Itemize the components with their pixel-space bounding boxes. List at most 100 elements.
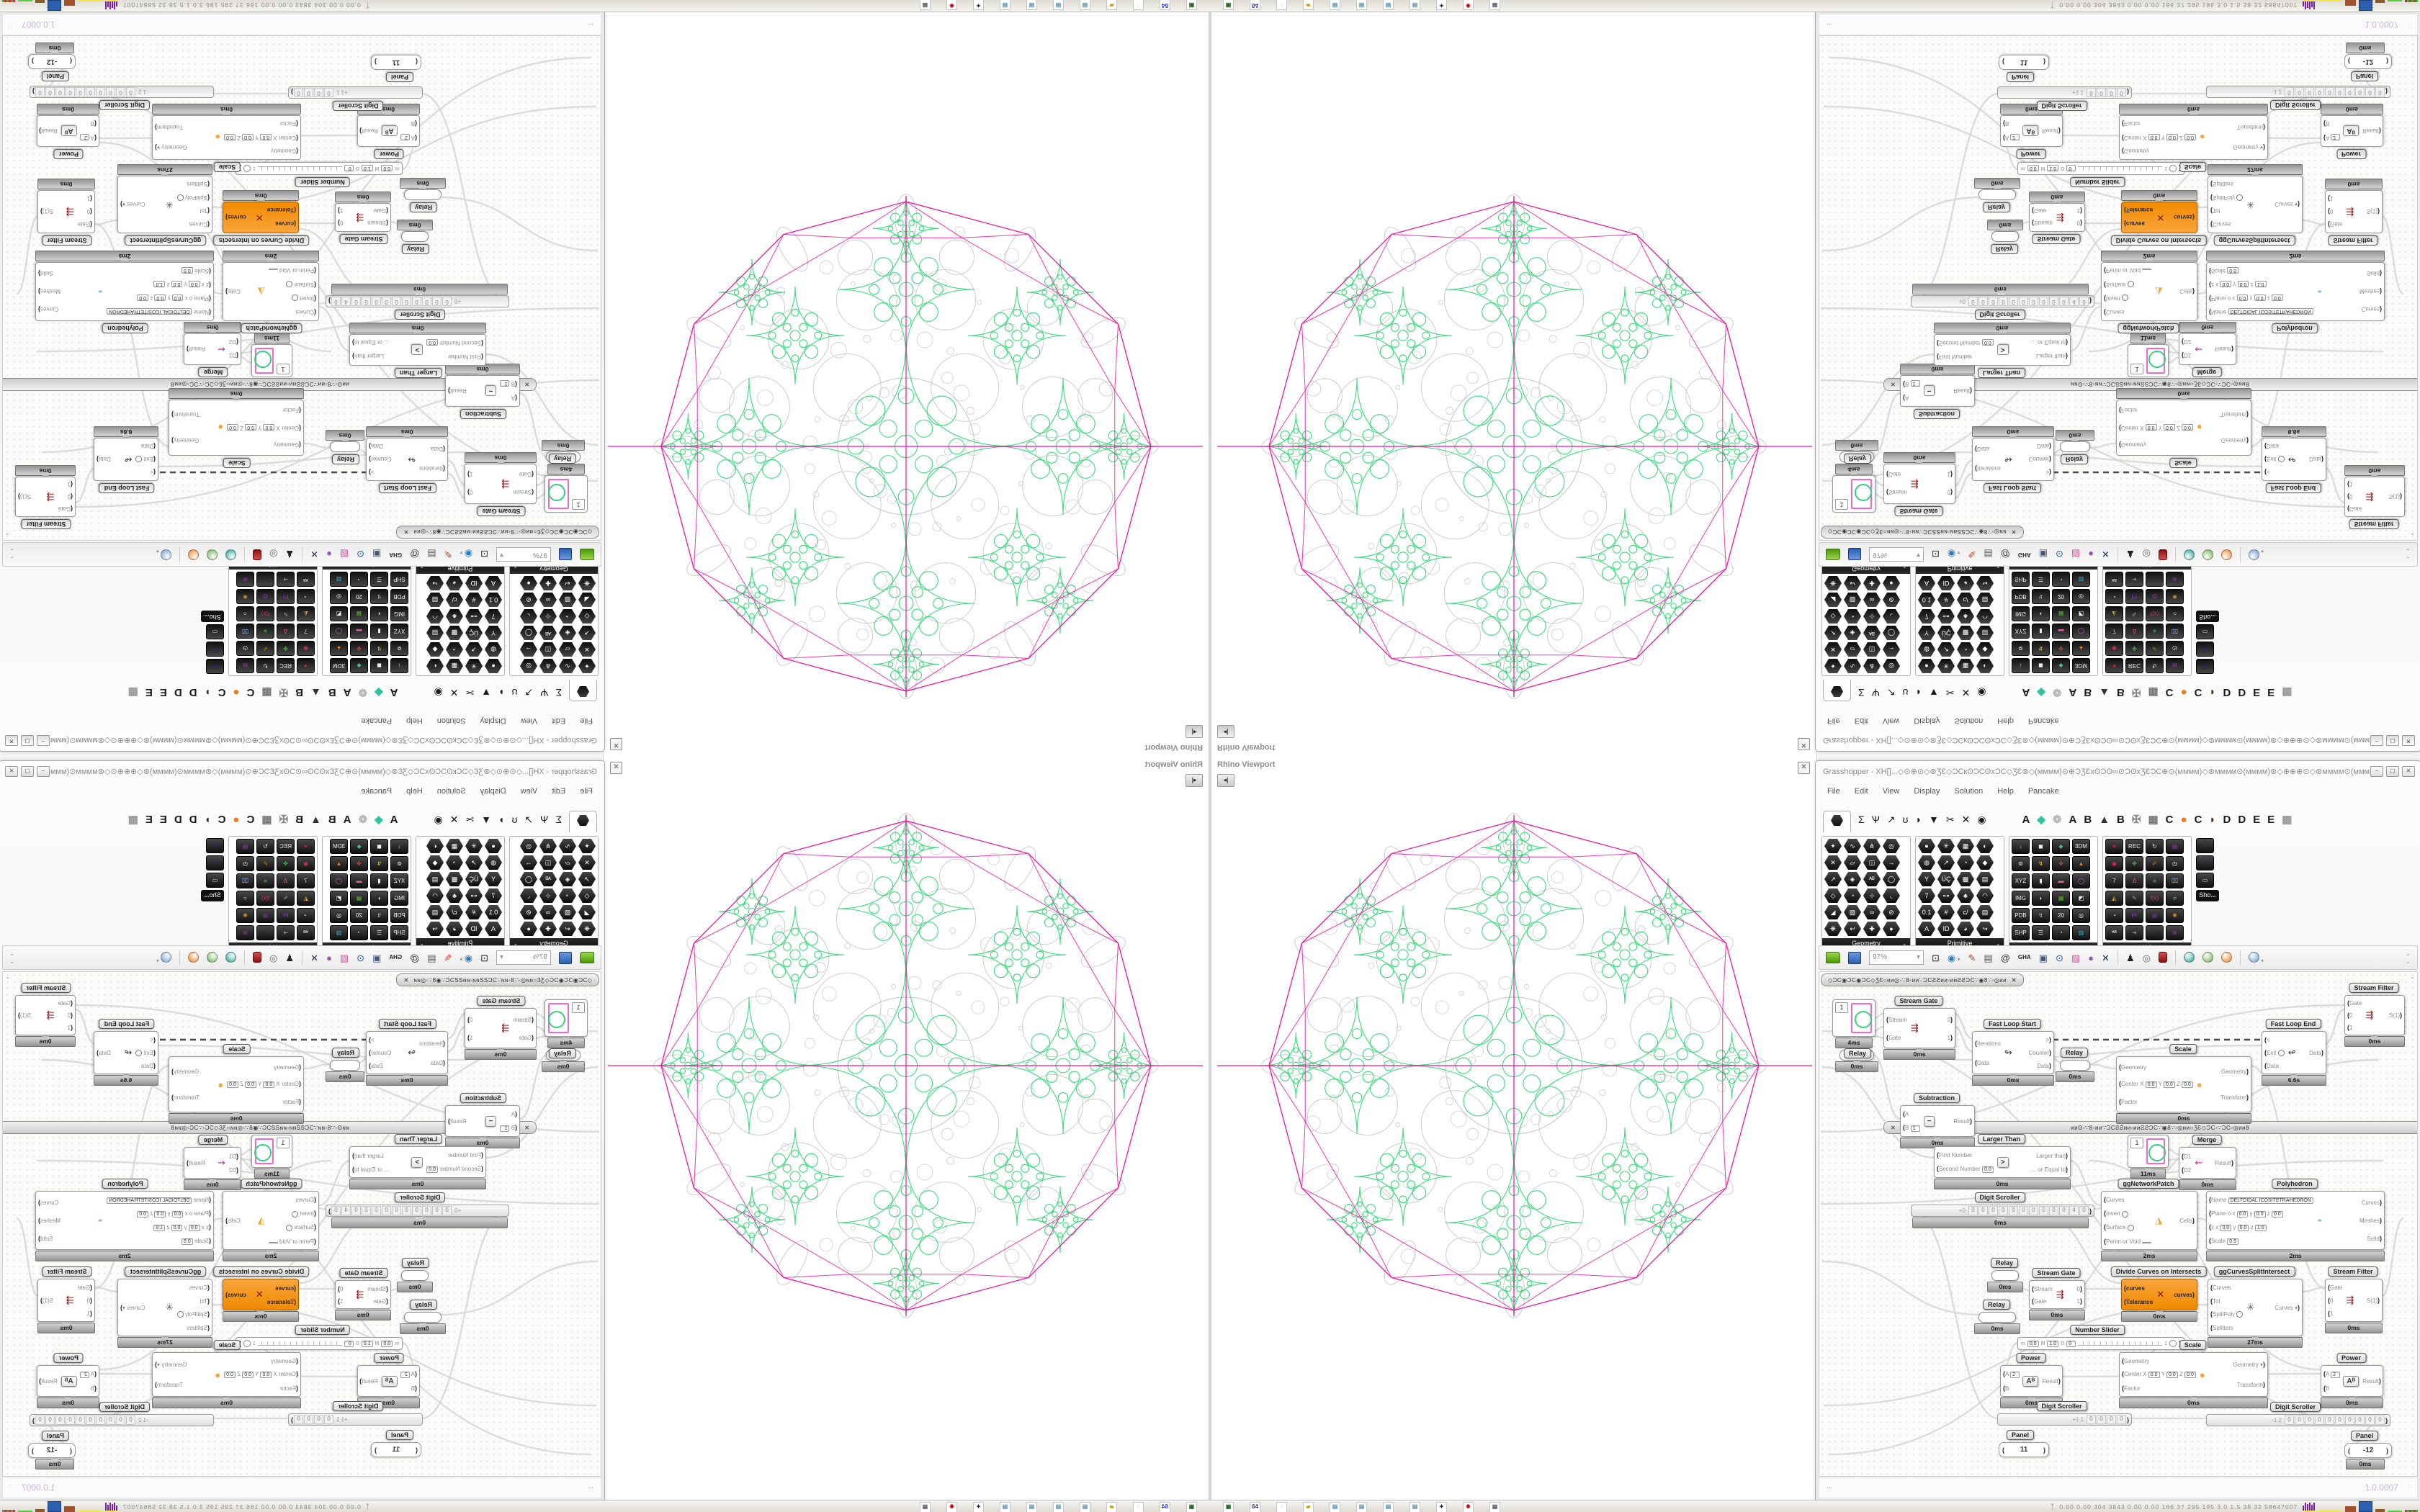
- bulb-icon[interactable]: ●: [2088, 952, 2094, 963]
- component-icon[interactable]: ●: [1918, 839, 1935, 853]
- package-icon[interactable]: ▨: [339, 952, 349, 963]
- grasshopper-window[interactable]: Grasshopper - XH[]...◇⊙⊕⊙◇⊛ƷƐ◇ƆϹкʘƆϹʘхƆϹ…: [0, 760, 605, 1502]
- pen-icon[interactable]: ✎: [444, 952, 452, 963]
- relay-4[interactable]: [1978, 1312, 2016, 1323]
- menu-display[interactable]: Display: [480, 787, 506, 796]
- component-icon[interactable]: ⊶: [465, 888, 483, 903]
- file-tab[interactable]: ◇ƆϹ◉ƆϹ◉ƆϹ◇ƷƐ○ии◎◦∵8◦ии∵ƆϹƧƧии◦ииƧƧƆϹ∵◉8∵…: [396, 526, 599, 539]
- panel-minus12[interactable]: (-12): [2344, 1443, 2392, 1458]
- ghost-icon[interactable]: ○: [1276, 1502, 1287, 1512]
- menu-view[interactable]: View: [520, 787, 538, 796]
- component-icon[interactable]: ♥: [297, 839, 315, 854]
- plugin-tab-16[interactable]: E: [2267, 813, 2275, 826]
- component-icon[interactable]: ◔: [1957, 855, 1974, 870]
- floppy-64-icon[interactable]: 64: [1160, 0, 1170, 10]
- stream-gate-1[interactable]: (Stream (Gate ⇶ 0) 1): [1883, 464, 1955, 504]
- component-icon[interactable]: ◆: [350, 839, 368, 854]
- component-icon[interactable]: ◆: [426, 642, 444, 657]
- file-tab[interactable]: ◇ƆϹ◉ƆϹ◉ƆϹ◇ƷƐ○ии◎◦∵8◦ии∵ƆϹƧƧии◦ииƧƧƆϹ∵◉8∵…: [1821, 973, 2024, 986]
- stream-filter-1[interactable]: (Gate (0 (1 ⇶ S(1)): [15, 477, 76, 517]
- component-icon[interactable]: ▱: [559, 642, 576, 657]
- badge-icon[interactable]: ✹: [1463, 1502, 1474, 1512]
- component-icon[interactable]: ◍: [2146, 589, 2164, 604]
- close-button[interactable]: ✕: [5, 766, 18, 777]
- component-icon[interactable]: ✐: [2146, 856, 2164, 871]
- polyhedron[interactable]: (Name DELTOIDAL ICOSITETRAHEDRON (Plane o…: [2206, 262, 2385, 321]
- tab-sets[interactable]: Ѱ: [540, 687, 549, 698]
- maximize-button[interactable]: ▢: [2386, 735, 2399, 746]
- component-icon[interactable]: Y: [1918, 872, 1935, 886]
- menu-solution[interactable]: Solution: [1954, 716, 1984, 725]
- fast-loop-start[interactable]: (Iterations (Data ↬ >) Counter) Data): [366, 438, 448, 481]
- component-icon[interactable]: ✐: [256, 856, 274, 871]
- component-icon[interactable]: f(x): [2146, 891, 2164, 906]
- component-icon[interactable]: ⊘: [520, 905, 537, 919]
- component-icon[interactable]: ✦: [1824, 659, 1842, 673]
- plugin-tab-5[interactable]: ▲: [2099, 813, 2110, 826]
- digit-scroller-3[interactable]: -1 2 0 0 0 0 0 0 0 0 0 0): [30, 1414, 214, 1426]
- component-icon[interactable]: ◈: [1844, 626, 1861, 640]
- panel-minus12[interactable]: (-12): [28, 1443, 76, 1458]
- component-icon[interactable]: Pr: [2125, 908, 2143, 923]
- slider-track[interactable]: [257, 1341, 342, 1346]
- plugin-tab-17[interactable]: ▩: [127, 814, 138, 826]
- notepad-icon-1[interactable]: ▤: [1330, 1502, 1340, 1512]
- component-icon[interactable]: ↗: [465, 855, 483, 870]
- barrel-icon[interactable]: [253, 951, 262, 964]
- gha-icon[interactable]: GHA: [389, 552, 403, 558]
- component-icon[interactable]: 7: [485, 888, 502, 903]
- notepad-icon-3[interactable]: ▤: [1383, 0, 1394, 10]
- zoom-extents-icon[interactable]: ⊡: [480, 952, 488, 963]
- notepad-icon-3[interactable]: ▤: [1026, 0, 1037, 10]
- component-icon[interactable]: ↓: [390, 839, 408, 854]
- component-icon[interactable]: ∿: [559, 839, 576, 853]
- component-icon[interactable]: ᴬᴮ: [2105, 925, 2123, 940]
- component-icon[interactable]: ⊚: [2012, 641, 2030, 656]
- tab-surface[interactable]: ◗: [1915, 814, 1922, 825]
- at-icon[interactable]: @: [410, 549, 420, 560]
- component-icon[interactable]: ∞: [539, 905, 557, 919]
- component-icon[interactable]: ▱: [559, 855, 576, 870]
- panel-preview-2[interactable]: 1: [2128, 1135, 2169, 1168]
- component-icon[interactable]: ♣: [1957, 888, 1974, 903]
- component-icon[interactable]: ☰: [2032, 572, 2050, 587]
- blob-blue-icon[interactable]: ▾: [156, 951, 172, 964]
- plugin-tab-7[interactable]: ✠: [279, 686, 289, 698]
- tab-vector[interactable]: ↗: [1886, 813, 1896, 825]
- component-icon[interactable]: ◷: [236, 856, 254, 871]
- scale-1[interactable]: (Geometry (Center X 0.0 Y 0.0 Z 0.0 (Facto…: [2116, 400, 2251, 456]
- component-icon[interactable]: ✦: [578, 839, 596, 853]
- viewport-collapse-button[interactable]: ◂|: [1217, 774, 1234, 787]
- plugin-tab-5[interactable]: ▲: [2099, 686, 2110, 699]
- open-file-icon[interactable]: [580, 952, 594, 963]
- panel-11[interactable]: (11): [1999, 55, 2049, 70]
- component-icon[interactable]: ◫: [539, 642, 557, 657]
- component-icon[interactable]: ⋔: [1863, 839, 1881, 853]
- menu-view[interactable]: View: [1882, 716, 1900, 725]
- viewport-collapse-button[interactable]: ◂|: [1186, 774, 1203, 787]
- wing-icon[interactable]: ✦: [973, 0, 984, 10]
- slider-track[interactable]: [2078, 166, 2163, 171]
- component-icon[interactable]: XYZ: [2012, 624, 2030, 639]
- component-icon[interactable]: ✐: [2146, 641, 2164, 656]
- component-icon[interactable]: ↗: [1824, 626, 1842, 640]
- component-icon[interactable]: ◭: [297, 606, 315, 621]
- component-icon[interactable]: ◯: [1883, 872, 1900, 886]
- wing-icon[interactable]: ✦: [1436, 1502, 1447, 1512]
- component-icon[interactable]: ◫: [1863, 855, 1881, 870]
- component-icon[interactable]: ◩: [2072, 891, 2090, 906]
- plugin-tab-12[interactable]: ◗: [204, 813, 211, 826]
- panel-preview-1[interactable]: 1: [544, 475, 588, 513]
- canvas-scroll-icon[interactable]: ⌄: [5, 532, 10, 539]
- rhino-viewport[interactable]: Rhino Viewport ◂| ✕: [603, 12, 1210, 756]
- component-icon[interactable]: ◔: [1844, 609, 1861, 624]
- tab-display[interactable]: ◉: [1977, 687, 1986, 699]
- panel-preview-2[interactable]: 1: [2128, 344, 2169, 377]
- plugin-tab-8[interactable]: ▦: [2148, 814, 2159, 826]
- component-icon[interactable]: ↩: [1844, 576, 1861, 590]
- notepad-icon-4[interactable]: ▤: [1000, 0, 1010, 10]
- notepad-icon-1[interactable]: ▤: [1330, 0, 1340, 10]
- tab-transform[interactable]: ✕: [1961, 813, 1971, 825]
- folder-icon[interactable]: ▰: [1303, 0, 1314, 10]
- search-icon[interactable]: ⊙: [2055, 549, 2063, 560]
